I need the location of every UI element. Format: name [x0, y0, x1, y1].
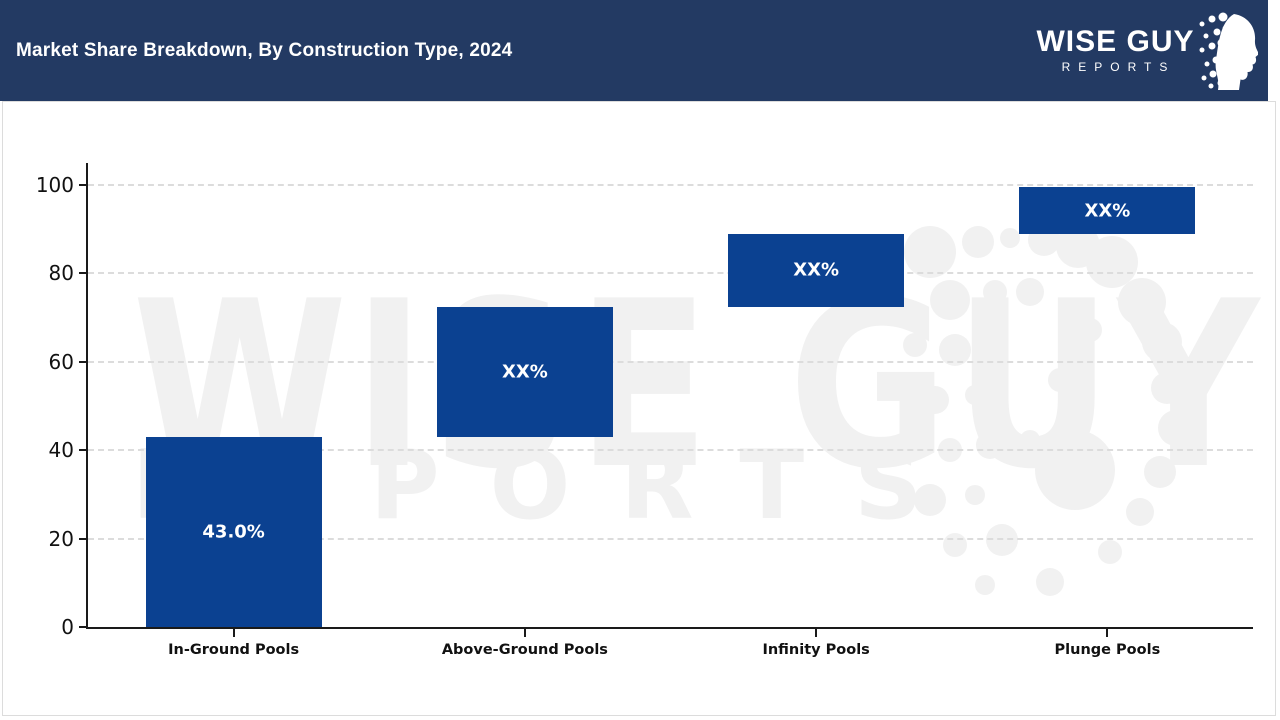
wiseguy-logo: WISE GUY REPORTS [1028, 8, 1258, 94]
header-bar: Market Share Breakdown, By Construction … [0, 0, 1268, 101]
logo-wiseguy-text: WISE GUY [1036, 25, 1195, 58]
chart-title: Market Share Breakdown, By Construction … [16, 39, 513, 61]
logo-text: WISE GUY REPORTS [1028, 25, 1203, 75]
logo-face-icon [1199, 12, 1258, 90]
chart-panel [2, 101, 1276, 716]
logo-reports-text: REPORTS [1061, 60, 1176, 74]
